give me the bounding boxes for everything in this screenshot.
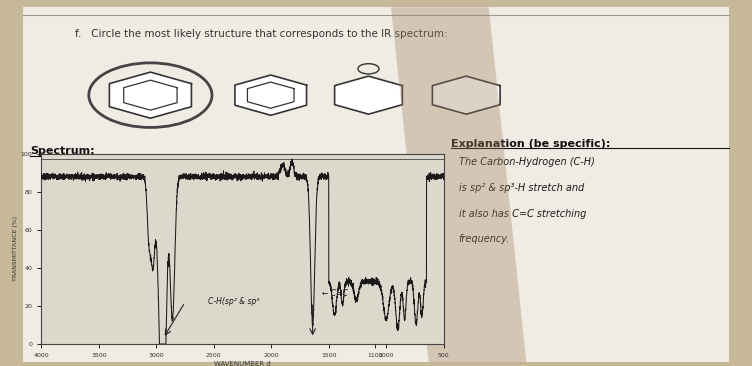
Text: The Carbon-Hydrogen (C-H): The Carbon-Hydrogen (C-H) [459,157,595,167]
Text: C-H(sp² & sp³: C-H(sp² & sp³ [208,297,259,306]
Text: frequency.: frequency. [459,234,510,244]
FancyBboxPatch shape [23,7,729,362]
Text: ← C=C: ← C=C [322,290,347,298]
Y-axis label: TRANSMITTANCE (%): TRANSMITTANCE (%) [13,216,18,281]
Text: is sp² & sp³-H stretch and: is sp² & sp³-H stretch and [459,183,584,193]
X-axis label: WAVENUMBER d: WAVENUMBER d [214,361,271,366]
Polygon shape [432,76,500,114]
Text: it also has C=C stretching: it also has C=C stretching [459,209,586,219]
Polygon shape [335,76,402,114]
Polygon shape [235,75,307,115]
Polygon shape [109,72,192,118]
Polygon shape [391,7,526,362]
Text: Spectrum:: Spectrum: [30,146,95,156]
Text: f.   Circle the most likely structure that corresponds to the IR spectrum:: f. Circle the most likely structure that… [75,29,448,39]
Text: Explanation (be specific):: Explanation (be specific): [451,139,611,149]
